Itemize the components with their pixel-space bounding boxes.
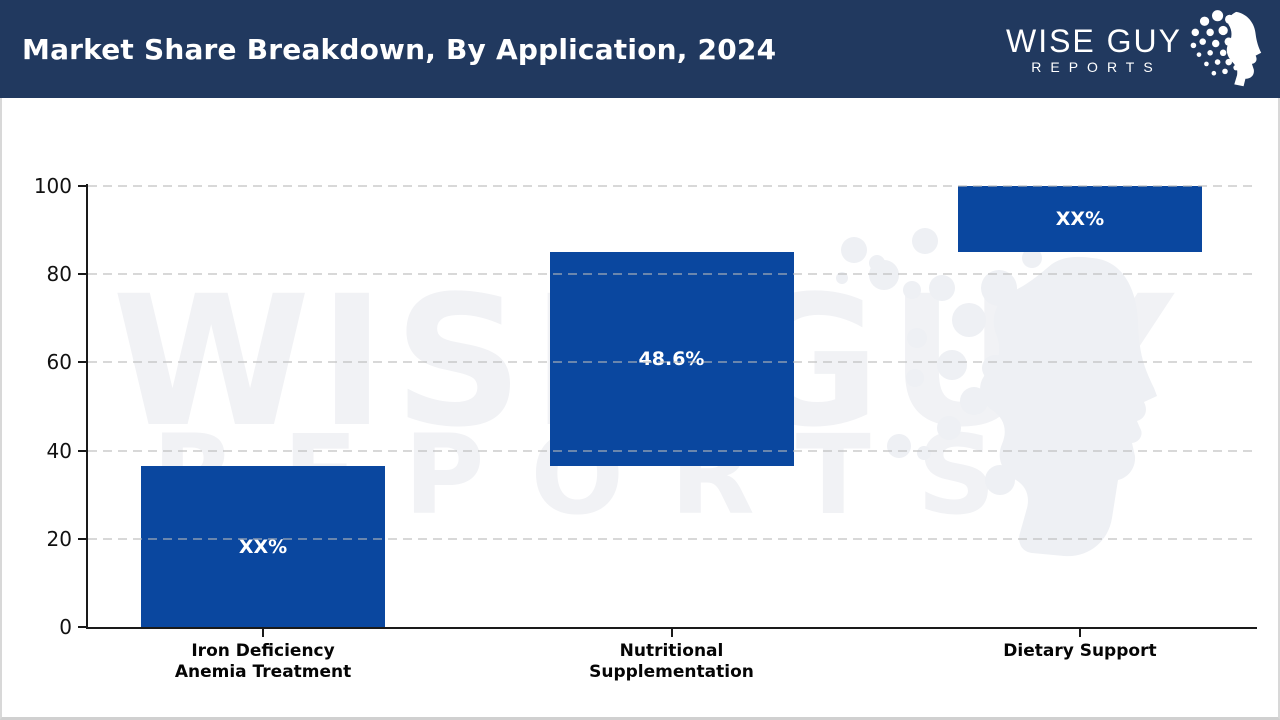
logo-head-icon (1190, 10, 1262, 87)
logo-wordmark-top: WISE GUY (1005, 22, 1182, 59)
x-tick-2 (1078, 629, 1081, 637)
x-tick-0 (262, 629, 265, 637)
y-tick-20 (78, 537, 86, 540)
x-tick-1 (670, 629, 673, 637)
x-category-label-2: Dietary Support (915, 641, 1245, 662)
x-category-label-1: Nutritional Supplementation (507, 641, 837, 683)
y-tick-80 (78, 273, 86, 276)
plot-area: 0 20 40 60 80 100 XX% 48.6% XX% Iron Deficiency An… (34, 174, 1257, 682)
bar-0: XX% (141, 466, 386, 627)
y-tick-label-0: 0 (59, 615, 72, 639)
gridline-20 (88, 537, 1255, 540)
wise-guy-logo: WISE GUY REPORTS (1006, 6, 1264, 94)
y-tick-40 (78, 449, 86, 452)
y-tick-label-100: 100 (33, 174, 72, 198)
gridline-40 (88, 449, 1255, 452)
x-category-line: Dietary Support (1003, 641, 1157, 661)
gridline-100 (88, 185, 1255, 187)
chart-area: WISE GUY REPORTS 020406080100XX%48.6%XX%… (0, 98, 1280, 720)
logo-wordmark: WISE GUY REPORTS (1005, 22, 1182, 76)
header: Market Share Breakdown, By Application, … (0, 0, 1280, 98)
y-axis-line (86, 184, 88, 629)
y-tick-label-20: 20 (46, 526, 72, 551)
gridline-80 (88, 273, 1255, 276)
y-tick-label-80: 80 (46, 262, 72, 287)
bar-value-label-0: XX% (238, 535, 288, 558)
bar-2: XX% (957, 186, 1202, 252)
x-category-label-0: Iron Deficiency Anemia Treatment (98, 641, 428, 683)
x-category-line: Supplementation (589, 662, 754, 682)
y-tick-label-40: 40 (46, 438, 72, 463)
bar-value-label-1: 48.6% (638, 347, 705, 370)
logo-wordmark-bottom: REPORTS (1031, 59, 1162, 76)
y-tick-label-60: 60 (46, 350, 72, 375)
x-category-line: Nutritional (619, 641, 724, 661)
gridline-60 (88, 361, 1255, 364)
chart-title: Market Share Breakdown, By Application, … (22, 32, 777, 66)
y-tick-60 (78, 361, 86, 364)
x-axis-line (86, 627, 1257, 629)
x-category-line: Anemia Treatment (174, 662, 352, 682)
bar-1: 48.6% (549, 251, 794, 467)
y-tick-100 (78, 185, 86, 187)
x-category-line: Iron Deficiency (191, 641, 335, 661)
y-tick-0 (78, 626, 86, 628)
bar-value-label-2: XX% (1055, 207, 1105, 230)
